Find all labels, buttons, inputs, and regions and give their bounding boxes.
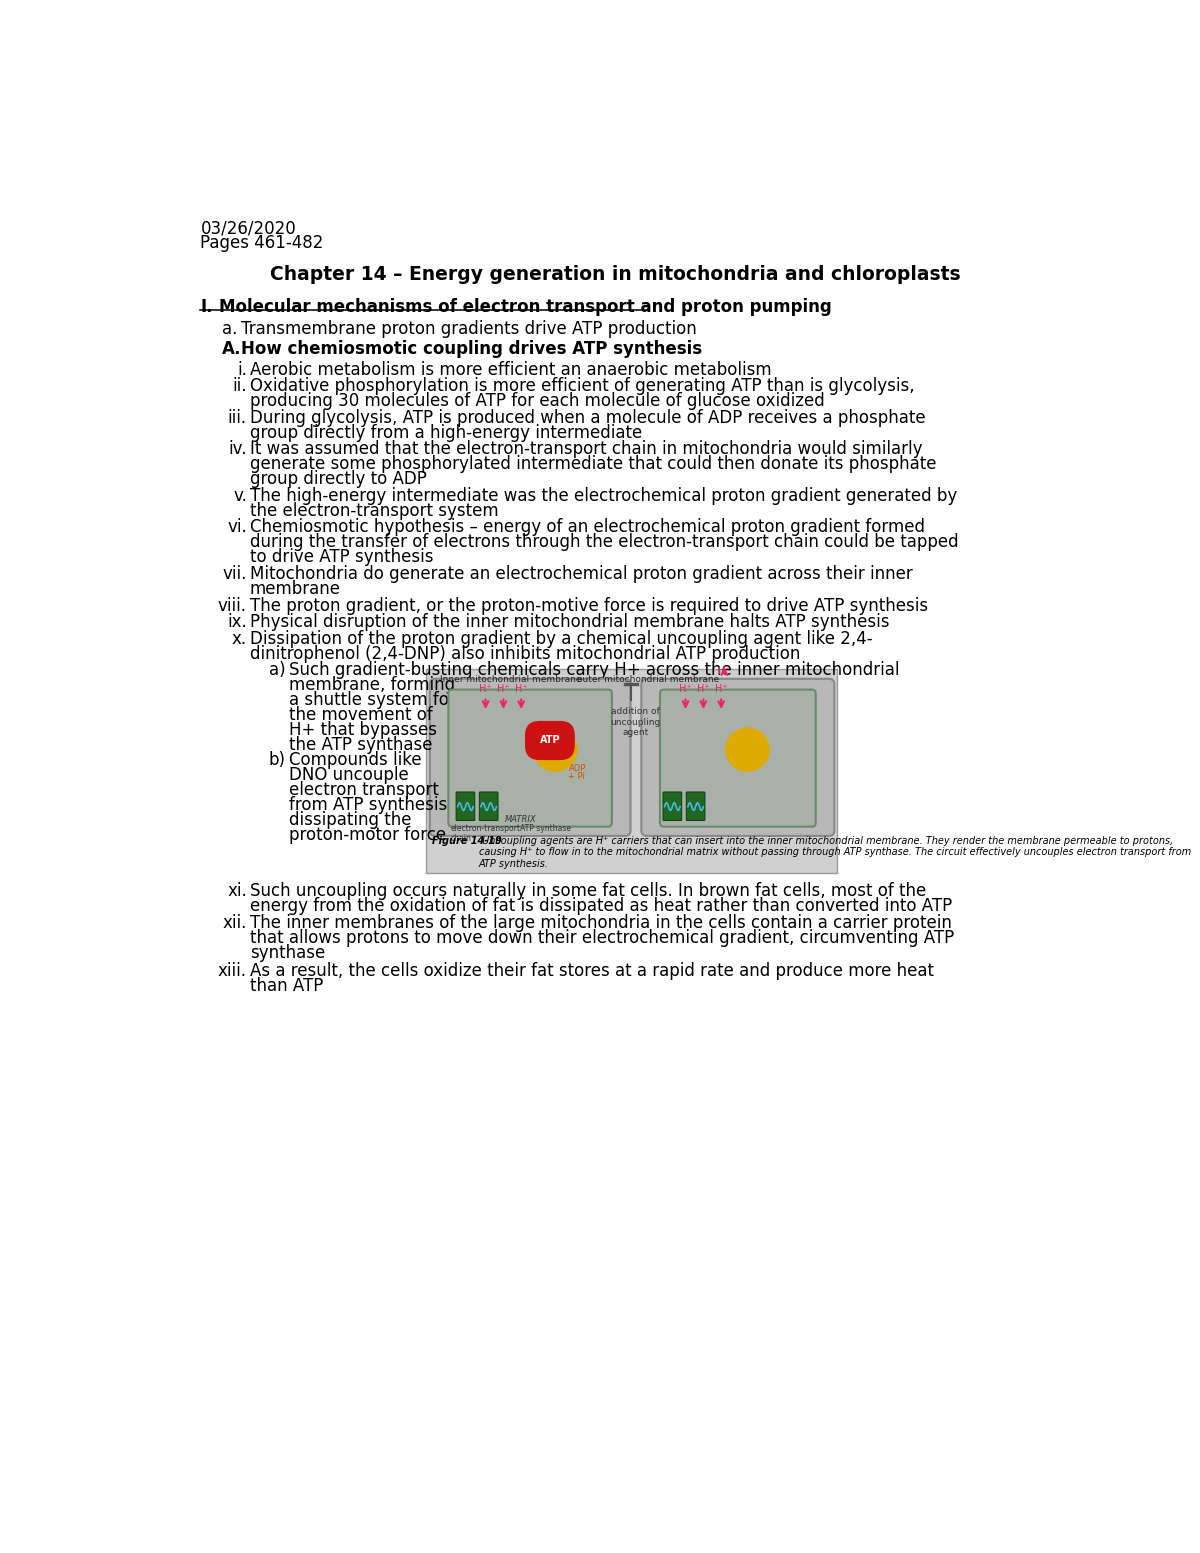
Text: dissipating the: dissipating the xyxy=(289,812,412,829)
Text: group directly from a high-energy intermediate: group directly from a high-energy interm… xyxy=(250,424,642,441)
Text: ix.: ix. xyxy=(227,613,247,631)
Circle shape xyxy=(726,728,769,772)
Text: a shuttle system for: a shuttle system for xyxy=(289,691,456,710)
Text: The high-energy intermediate was the electrochemical proton gradient generated b: The high-energy intermediate was the ele… xyxy=(250,488,958,505)
Text: H⁺: H⁺ xyxy=(718,666,731,676)
FancyBboxPatch shape xyxy=(641,679,834,836)
Text: I.: I. xyxy=(200,298,212,315)
Text: generate some phosphorylated intermediate that could then donate its phosphate: generate some phosphorylated intermediat… xyxy=(250,455,936,474)
Text: Aerobic metabolism is more efficient an anaerobic metabolism: Aerobic metabolism is more efficient an … xyxy=(250,360,772,379)
Text: Dissipation of the proton gradient by a chemical uncoupling agent like 2,4-: Dissipation of the proton gradient by a … xyxy=(250,629,872,648)
Text: ADP: ADP xyxy=(569,764,586,773)
Text: The proton gradient, or the proton-motive force is required to drive ATP synthes: The proton gradient, or the proton-motiv… xyxy=(250,596,928,615)
Text: producing 30 molecules of ATP for each molecule of glucose oxidized: producing 30 molecules of ATP for each m… xyxy=(250,393,824,410)
Circle shape xyxy=(534,728,577,772)
FancyBboxPatch shape xyxy=(686,792,704,820)
Text: Such gradient-busting chemicals carry H+ across the inner mitochondrial: Such gradient-busting chemicals carry H+… xyxy=(289,662,899,679)
Text: v.: v. xyxy=(233,488,247,505)
Text: DNO uncouple: DNO uncouple xyxy=(289,766,408,784)
Text: dinitrophenol (2,4-DNP) also inhibits mitochondrial ATP production: dinitrophenol (2,4-DNP) also inhibits mi… xyxy=(250,644,800,663)
FancyBboxPatch shape xyxy=(456,792,475,820)
Text: H⁺: H⁺ xyxy=(515,683,528,694)
Text: + Pi: + Pi xyxy=(569,772,586,781)
Text: Uncoupling agents are H⁺ carriers that can insert into the inner mitochondrial m: Uncoupling agents are H⁺ carriers that c… xyxy=(479,836,1190,870)
FancyBboxPatch shape xyxy=(660,690,816,826)
Text: x.: x. xyxy=(232,629,247,648)
Text: that allows protons to move down their electrochemical gradient, circumventing A: that allows protons to move down their e… xyxy=(250,929,954,947)
Text: H⁺: H⁺ xyxy=(679,683,692,694)
Text: iii.: iii. xyxy=(228,408,247,427)
Text: How chemiosmotic coupling drives ATP synthesis: How chemiosmotic coupling drives ATP syn… xyxy=(241,340,702,357)
Text: Molecular mechanisms of electron transport and proton pumping: Molecular mechanisms of electron transpo… xyxy=(218,298,832,315)
Text: vi.: vi. xyxy=(227,519,247,536)
Text: viii.: viii. xyxy=(218,596,247,615)
Text: proton-motor force: proton-motor force xyxy=(289,826,446,845)
Text: during the transfer of electrons through the electron-transport chain could be t: during the transfer of electrons through… xyxy=(250,534,959,551)
Text: xiii.: xiii. xyxy=(218,961,247,980)
Text: b): b) xyxy=(269,752,286,769)
Text: Chemiosmotic hypothesis – energy of an electrochemical proton gradient formed: Chemiosmotic hypothesis – energy of an e… xyxy=(250,519,925,536)
Text: 03/26/2020: 03/26/2020 xyxy=(200,219,296,238)
Text: H+ that bypasses: H+ that bypasses xyxy=(289,721,437,739)
Text: MATRIX: MATRIX xyxy=(505,815,536,825)
Text: H⁺: H⁺ xyxy=(715,683,727,694)
Text: Inner mitochondrial membrane: Inner mitochondrial membrane xyxy=(440,676,581,683)
Text: iv.: iv. xyxy=(228,441,247,458)
Text: synthase: synthase xyxy=(250,944,325,963)
Text: Physical disruption of the inner mitochondrial membrane halts ATP synthesis: Physical disruption of the inner mitocho… xyxy=(250,613,889,631)
FancyBboxPatch shape xyxy=(449,690,612,826)
Text: membrane, forming: membrane, forming xyxy=(289,676,455,694)
Text: the movement of: the movement of xyxy=(289,707,432,724)
Text: H⁺: H⁺ xyxy=(697,683,709,694)
Text: H⁺: H⁺ xyxy=(497,683,510,694)
Text: xii.: xii. xyxy=(222,915,247,932)
Text: Pages 461-482: Pages 461-482 xyxy=(200,235,324,253)
Text: Mitochondria do generate an electrochemical proton gradient across their inner: Mitochondria do generate an electrochemi… xyxy=(250,565,913,582)
Text: Transmembrane proton gradients drive ATP production: Transmembrane proton gradients drive ATP… xyxy=(241,320,696,339)
Text: The inner membranes of the large mitochondria in the cells contain a carrier pro: The inner membranes of the large mitocho… xyxy=(250,915,952,932)
Text: outer mitochondrial membrane: outer mitochondrial membrane xyxy=(577,676,719,683)
FancyBboxPatch shape xyxy=(430,679,630,836)
FancyBboxPatch shape xyxy=(664,792,682,820)
Text: During glycolysis, ATP is produced when a molecule of ADP receives a phosphate: During glycolysis, ATP is produced when … xyxy=(250,408,925,427)
Text: ATP: ATP xyxy=(540,736,560,745)
Text: than ATP: than ATP xyxy=(250,977,323,995)
Text: group directly to ADP: group directly to ADP xyxy=(250,471,427,488)
Text: vii.: vii. xyxy=(222,565,247,582)
Text: ATP synthase: ATP synthase xyxy=(521,823,571,832)
FancyBboxPatch shape xyxy=(426,669,836,873)
FancyBboxPatch shape xyxy=(479,792,498,820)
Text: As a result, the cells oxidize their fat stores at a rapid rate and produce more: As a result, the cells oxidize their fat… xyxy=(250,961,934,980)
Text: Compounds like: Compounds like xyxy=(289,752,421,769)
Text: Figure 14-19: Figure 14-19 xyxy=(432,836,502,846)
Text: Such uncoupling occurs naturally in some fat cells. In brown fat cells, most of : Such uncoupling occurs naturally in some… xyxy=(250,882,926,901)
Text: It was assumed that the electron-transport chain in mitochondria would similarly: It was assumed that the electron-transpo… xyxy=(250,441,923,458)
Text: Chapter 14 – Energy generation in mitochondria and chloroplasts: Chapter 14 – Energy generation in mitoch… xyxy=(270,264,960,284)
Text: the ATP synthase: the ATP synthase xyxy=(289,736,432,755)
Text: electron transport: electron transport xyxy=(289,781,439,800)
Text: a.: a. xyxy=(222,320,238,339)
Text: Oxidative phosphorylation is more efficient of generating ATP than is glycolysis: Oxidative phosphorylation is more effici… xyxy=(250,377,914,394)
Text: A.: A. xyxy=(222,340,241,357)
Text: ii.: ii. xyxy=(233,377,247,394)
Text: xi.: xi. xyxy=(227,882,247,901)
Text: membrane: membrane xyxy=(250,581,341,598)
Text: a): a) xyxy=(269,662,286,679)
Text: electron-transport
chain: electron-transport chain xyxy=(451,823,521,843)
Text: from ATP synthesis,: from ATP synthesis, xyxy=(289,797,452,814)
Text: the electron-transport system: the electron-transport system xyxy=(250,502,499,520)
Text: addition of
uncoupling
agent: addition of uncoupling agent xyxy=(610,707,660,738)
Text: energy from the oxidation of fat is dissipated as heat rather than converted int: energy from the oxidation of fat is diss… xyxy=(250,898,953,915)
Text: H⁺: H⁺ xyxy=(479,683,492,694)
Text: to drive ATP synthesis: to drive ATP synthesis xyxy=(250,548,433,567)
Text: i.: i. xyxy=(238,360,247,379)
